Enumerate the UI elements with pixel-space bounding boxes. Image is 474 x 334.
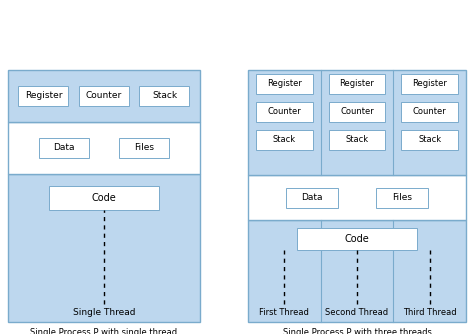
Bar (286, 187, 338, 207)
Text: Single Process P with three threads: Single Process P with three threads (283, 328, 431, 334)
Text: Register: Register (412, 79, 447, 89)
Bar (328, 130, 385, 150)
Text: Counter: Counter (86, 92, 122, 101)
Text: Stack: Stack (152, 92, 177, 101)
Text: Files: Files (134, 144, 155, 153)
Bar (139, 86, 190, 106)
Text: Single Thread: Single Thread (73, 308, 135, 317)
Bar (39, 138, 89, 158)
Bar (8, 174, 200, 322)
Bar (248, 70, 466, 175)
Bar (79, 86, 129, 106)
Text: Code: Code (345, 234, 369, 244)
Bar (328, 74, 385, 94)
Bar (248, 220, 466, 322)
Text: Stack: Stack (346, 136, 369, 145)
Text: Data: Data (53, 144, 74, 153)
Text: Counter: Counter (267, 108, 301, 117)
Text: Data: Data (301, 193, 323, 202)
Text: Register: Register (339, 79, 374, 89)
Text: Register: Register (25, 92, 62, 101)
Text: Single Process P with single thread: Single Process P with single thread (30, 328, 178, 334)
Text: Register: Register (267, 79, 302, 89)
Text: Stack: Stack (418, 136, 441, 145)
Text: Files: Files (392, 193, 412, 202)
Bar (401, 102, 458, 122)
Bar (49, 186, 159, 210)
Bar (328, 102, 385, 122)
Bar (376, 187, 428, 207)
Bar (401, 130, 458, 150)
Text: Code: Code (91, 193, 117, 203)
Text: Counter: Counter (340, 108, 374, 117)
Bar (8, 122, 200, 174)
Bar (248, 175, 466, 220)
Bar (297, 228, 417, 250)
Text: First Thread: First Thread (259, 308, 309, 317)
Bar (119, 138, 169, 158)
Bar (256, 130, 313, 150)
Text: Counter: Counter (413, 108, 447, 117)
Bar (256, 102, 313, 122)
Text: Stack: Stack (273, 136, 296, 145)
Text: Third Thread: Third Thread (403, 308, 456, 317)
Bar (256, 74, 313, 94)
Text: Second Thread: Second Thread (326, 308, 389, 317)
Bar (18, 86, 69, 106)
Bar (401, 74, 458, 94)
Bar (8, 70, 200, 122)
